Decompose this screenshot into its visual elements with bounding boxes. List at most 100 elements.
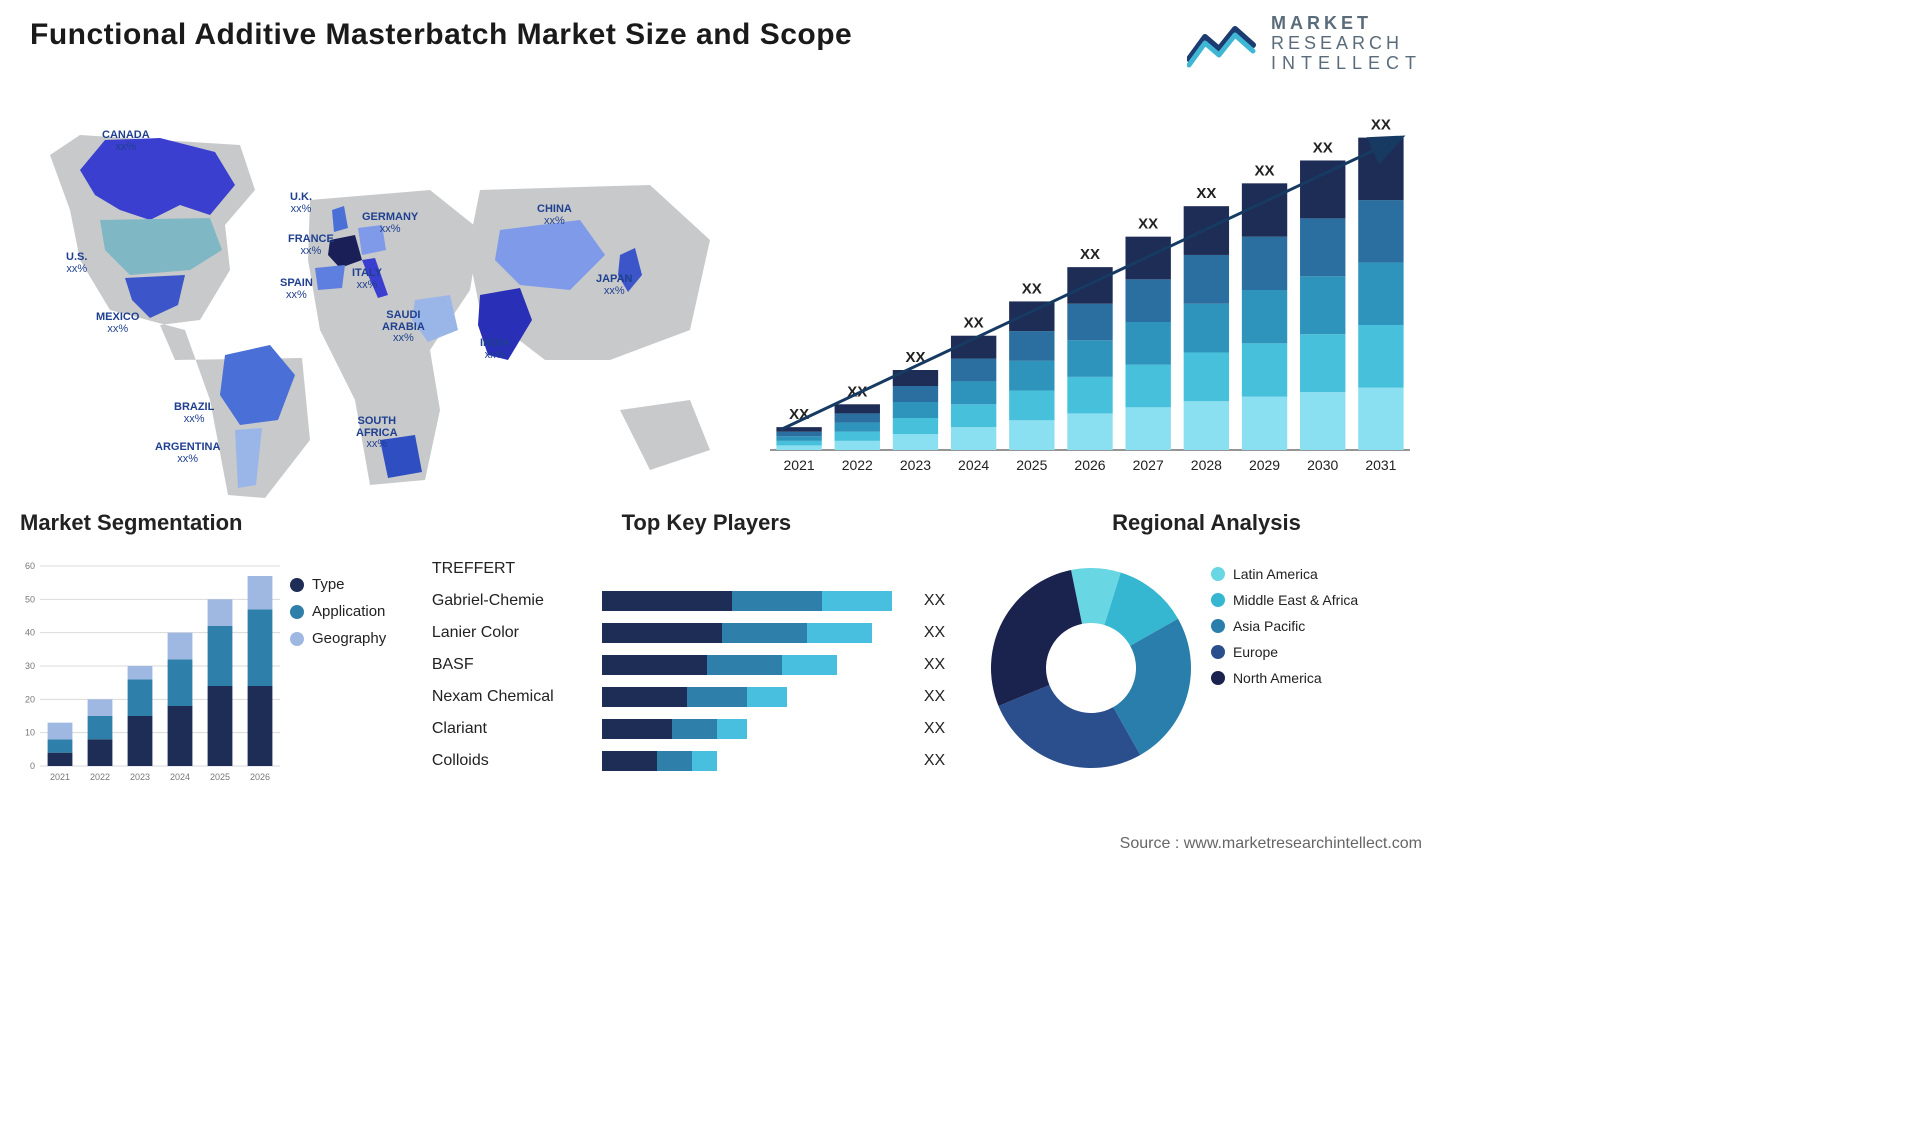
regional-legend-item: Latin America	[1211, 566, 1358, 582]
map-label-france: FRANCExx%	[288, 234, 334, 257]
player-bar-seg	[692, 751, 717, 771]
map-label-india: INDIAxx%	[480, 338, 510, 361]
seg-ytick-0: 0	[30, 761, 35, 771]
player-bar	[602, 591, 912, 611]
mainchart-bar-2022-layer1	[835, 432, 880, 441]
seg-ytick-20: 20	[25, 694, 35, 704]
mainchart-bar-2024-layer2	[951, 381, 996, 404]
player-bar-seg	[602, 751, 657, 771]
mainchart-bar-2029-layer2	[1242, 290, 1287, 343]
mainchart-bar-2022-layer3	[835, 413, 880, 422]
mainchart-bar-2021-layer0	[776, 445, 821, 450]
map-label-us: U.S.xx%	[66, 252, 87, 275]
world-map: CANADAxx%U.S.xx%MEXICOxx%BRAZILxx%ARGENT…	[10, 100, 730, 500]
map-label-name: CANADA	[102, 129, 150, 141]
seg-bar-2024-layer1	[168, 659, 193, 706]
player-value: XX	[924, 720, 945, 738]
mainchart-bar-2023-layer3	[893, 386, 938, 402]
player-bar-seg	[672, 719, 717, 739]
seg-bar-2025-layer0	[208, 686, 233, 766]
map-label-uk: U.K.xx%	[290, 192, 312, 215]
mainchart-bar-2028-layer3	[1184, 255, 1229, 304]
logo-line-3: INTELLECT	[1271, 54, 1422, 74]
mainchart-val-2024: XX	[964, 315, 984, 332]
player-bar	[602, 687, 912, 707]
map-label-name: U.K.	[290, 191, 312, 203]
seg-legend-item: Type	[290, 576, 386, 593]
player-name: Lanier Color	[432, 624, 602, 642]
mainchart-year-2024: 2024	[958, 457, 989, 470]
logo-line-1: MARKET	[1271, 14, 1422, 34]
map-label-germany: GERMANYxx%	[362, 212, 418, 235]
segmentation-title: Market Segmentation	[20, 510, 432, 536]
seg-bar-2026-layer1	[248, 609, 273, 686]
seg-legend-item: Geography	[290, 630, 386, 647]
player-row: Clariant XX	[432, 714, 981, 744]
map-label-name: ARGENTINA	[155, 441, 220, 453]
players-heading: TREFFERT	[432, 554, 981, 584]
segmentation-legend: Type Application Geography	[290, 576, 386, 657]
mainchart-bar-2031-layer0	[1358, 388, 1403, 450]
mainchart-val-2028: XX	[1196, 185, 1216, 202]
player-bar-seg	[747, 687, 787, 707]
player-value: XX	[924, 688, 945, 706]
donut-slice	[998, 685, 1140, 768]
mainchart-bar-2031-layer2	[1358, 263, 1403, 325]
seg-bar-2024-layer2	[168, 633, 193, 660]
players-panel: Top Key Players TREFFERTGabriel-Chemie X…	[432, 510, 981, 830]
seg-year-2025: 2025	[210, 772, 230, 782]
donut-slice	[991, 570, 1082, 706]
seg-bar-2023-layer1	[128, 679, 153, 716]
mainchart-bar-2031-layer1	[1358, 325, 1403, 387]
map-label-name: CHINA	[537, 203, 572, 215]
map-label-pct: xx%	[393, 332, 414, 344]
map-label-saudi: SAUDIARABIAxx%	[382, 310, 425, 345]
mainchart-bar-2026-layer2	[1067, 340, 1112, 377]
mainchart-bar-2027-layer0	[1125, 407, 1170, 450]
mainchart-bar-2030-layer4	[1300, 160, 1345, 218]
mainchart-val-2030: XX	[1313, 139, 1333, 156]
seg-year-2026: 2026	[250, 772, 270, 782]
player-bar	[602, 719, 912, 739]
map-landmass	[620, 400, 710, 470]
mainchart-bar-2023-layer1	[893, 418, 938, 434]
player-value: XX	[924, 624, 945, 642]
regional-legend-item: Asia Pacific	[1211, 618, 1358, 634]
mainchart-bar-2026-layer1	[1067, 377, 1112, 414]
player-value: XX	[924, 656, 945, 674]
player-row: Nexam Chemical XX	[432, 682, 981, 712]
mainchart-bar-2026-layer0	[1067, 413, 1112, 450]
seg-ytick-10: 10	[25, 728, 35, 738]
seg-ytick-30: 30	[25, 661, 35, 671]
mainchart-bar-2025-layer3	[1009, 331, 1054, 361]
legend-dot-icon	[1211, 671, 1225, 685]
mainchart-val-2031: XX	[1371, 117, 1391, 134]
mainchart-bar-2022-layer0	[835, 441, 880, 450]
seg-year-2022: 2022	[90, 772, 110, 782]
mainchart-bar-2029-layer3	[1242, 237, 1287, 290]
map-label-name: SAUDIARABIA	[382, 309, 425, 333]
player-bar-seg	[602, 687, 687, 707]
map-label-name: ITALY	[352, 267, 382, 279]
seg-year-2024: 2024	[170, 772, 190, 782]
player-name: Gabriel-Chemie	[432, 592, 602, 610]
seg-bar-2025-layer2	[208, 599, 233, 626]
mainchart-bar-2021-layer1	[776, 441, 821, 446]
logo-line-2: RESEARCH	[1271, 34, 1422, 54]
mainchart-val-2027: XX	[1138, 216, 1158, 233]
player-bar-seg	[687, 687, 747, 707]
map-label-name: BRAZIL	[174, 401, 214, 413]
map-label-pct: xx%	[115, 141, 136, 153]
legend-label: Application	[312, 603, 385, 620]
player-bar-seg	[732, 591, 822, 611]
mainchart-bar-2028-layer0	[1184, 401, 1229, 450]
mainchart-bar-2021-layer3	[776, 432, 821, 437]
map-country-spain	[315, 265, 345, 290]
regional-title: Regional Analysis	[981, 510, 1432, 536]
legend-label: Asia Pacific	[1233, 618, 1305, 634]
map-label-argentina: ARGENTINAxx%	[155, 442, 220, 465]
mainchart-val-2025: XX	[1022, 280, 1042, 297]
player-row: Gabriel-Chemie XX	[432, 586, 981, 616]
mainchart-bar-2028-layer1	[1184, 352, 1229, 401]
player-bar-seg	[782, 655, 837, 675]
